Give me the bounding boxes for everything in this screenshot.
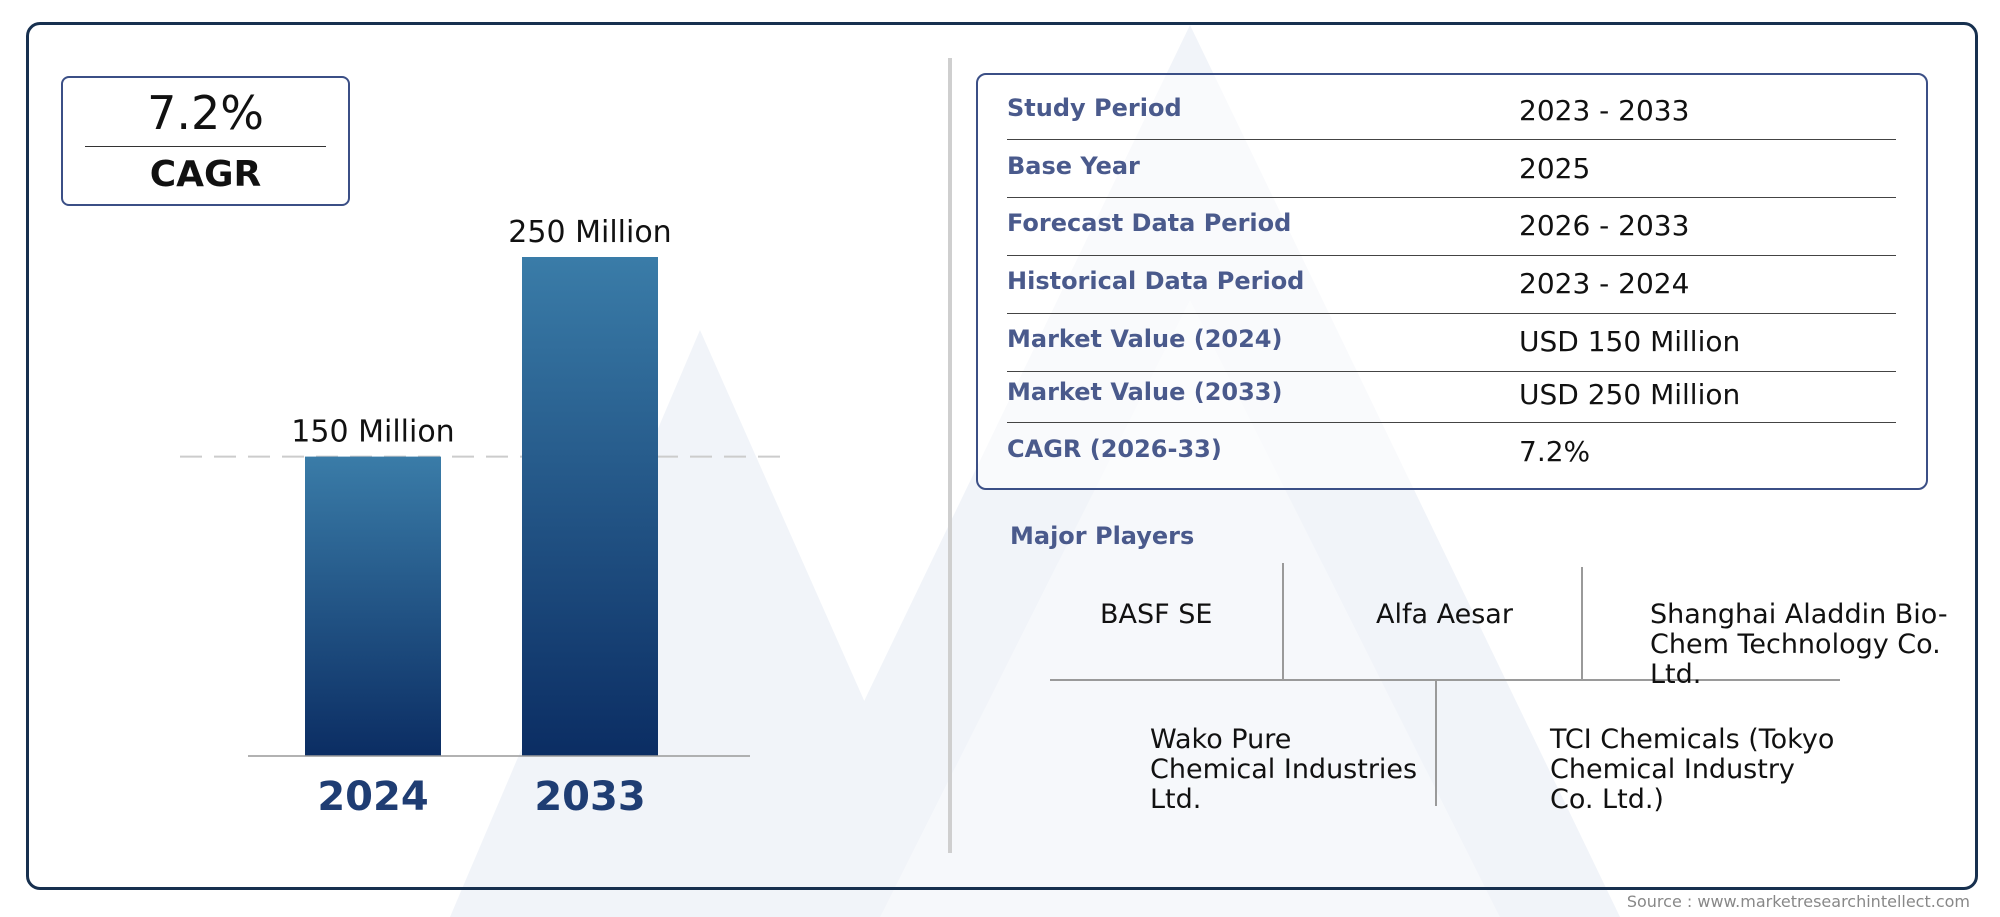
- info-value: 2026 - 2033: [1519, 209, 1690, 242]
- category-label: 2024: [317, 774, 428, 820]
- row-divider: [1007, 139, 1896, 140]
- info-label: CAGR (2026-33): [1007, 435, 1222, 463]
- info-label: Market Value (2033): [1007, 378, 1283, 406]
- info-label: Base Year: [1007, 152, 1140, 180]
- info-value: USD 250 Million: [1519, 378, 1741, 411]
- bar-2024: [305, 456, 441, 756]
- players-divider-line: [1435, 679, 1437, 806]
- player-name: TCI Chemicals (Tokyo Chemical Industry C…: [1550, 724, 1835, 815]
- panel-divider: [948, 58, 952, 853]
- market-info-table: Study Period 2023 - 2033 Base Year 2025 …: [976, 73, 1928, 490]
- market-value-bar-chart: 150 Million 2024 250 Million 2033: [180, 215, 790, 820]
- row-divider: [1007, 422, 1896, 423]
- category-label: 2033: [534, 774, 645, 820]
- cagr-summary-box: 7.2% CAGR: [61, 76, 350, 206]
- info-value: USD 150 Million: [1519, 325, 1741, 358]
- players-divider-line: [1282, 563, 1284, 679]
- player-name: Wako Pure Chemical Industries Ltd.: [1150, 724, 1418, 815]
- info-label: Market Value (2024): [1007, 325, 1283, 353]
- bar-value-label: 150 Million: [291, 415, 454, 450]
- info-label: Study Period: [1007, 94, 1182, 122]
- bar-value-label: 250 Million: [508, 215, 671, 250]
- bar-2033: [522, 257, 658, 756]
- outer-frame: [26, 22, 1978, 890]
- info-value: 2023 - 2033: [1519, 94, 1690, 127]
- players-divider-line: [1581, 567, 1583, 679]
- info-label: Historical Data Period: [1007, 267, 1305, 295]
- row-divider: [1007, 313, 1896, 314]
- row-divider: [1007, 255, 1896, 256]
- cagr-value: 7.2%: [147, 86, 264, 140]
- info-label: Forecast Data Period: [1007, 209, 1292, 237]
- cagr-label: CAGR: [149, 154, 262, 195]
- player-name: Alfa Aesar: [1376, 599, 1513, 630]
- info-value: 7.2%: [1519, 435, 1591, 468]
- major-players-title: Major Players: [1010, 522, 1195, 550]
- player-name: BASF SE: [1100, 599, 1213, 630]
- row-divider: [1007, 197, 1896, 198]
- info-value: 2023 - 2024: [1519, 267, 1690, 300]
- row-divider: [1007, 371, 1896, 372]
- player-name: Shanghai Aladdin Bio-Chem Technology Co.…: [1650, 599, 1948, 690]
- source-note: Source : www.marketresearchintellect.com: [1626, 892, 1970, 911]
- info-value: 2025: [1519, 152, 1591, 185]
- cagr-divider: [85, 146, 326, 147]
- players-horizontal-line: [1050, 679, 1840, 681]
